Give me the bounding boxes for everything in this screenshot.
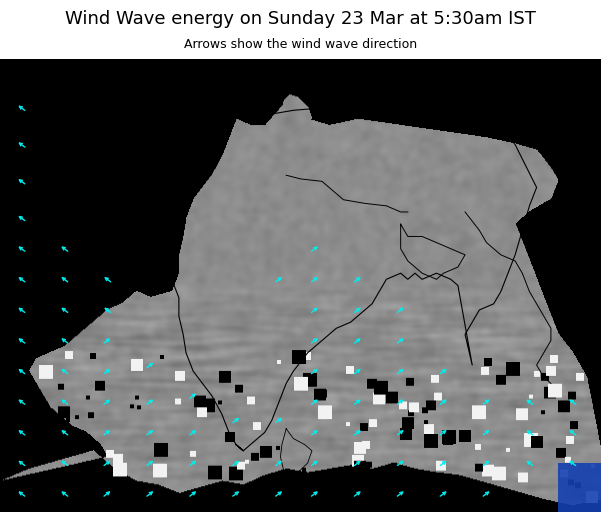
Text: Wind Wave energy on Sunday 23 Mar at 5:30am IST: Wind Wave energy on Sunday 23 Mar at 5:3…: [65, 10, 536, 28]
Bar: [558, 463, 601, 512]
Text: Arrows show the wind wave direction: Arrows show the wind wave direction: [184, 38, 417, 51]
